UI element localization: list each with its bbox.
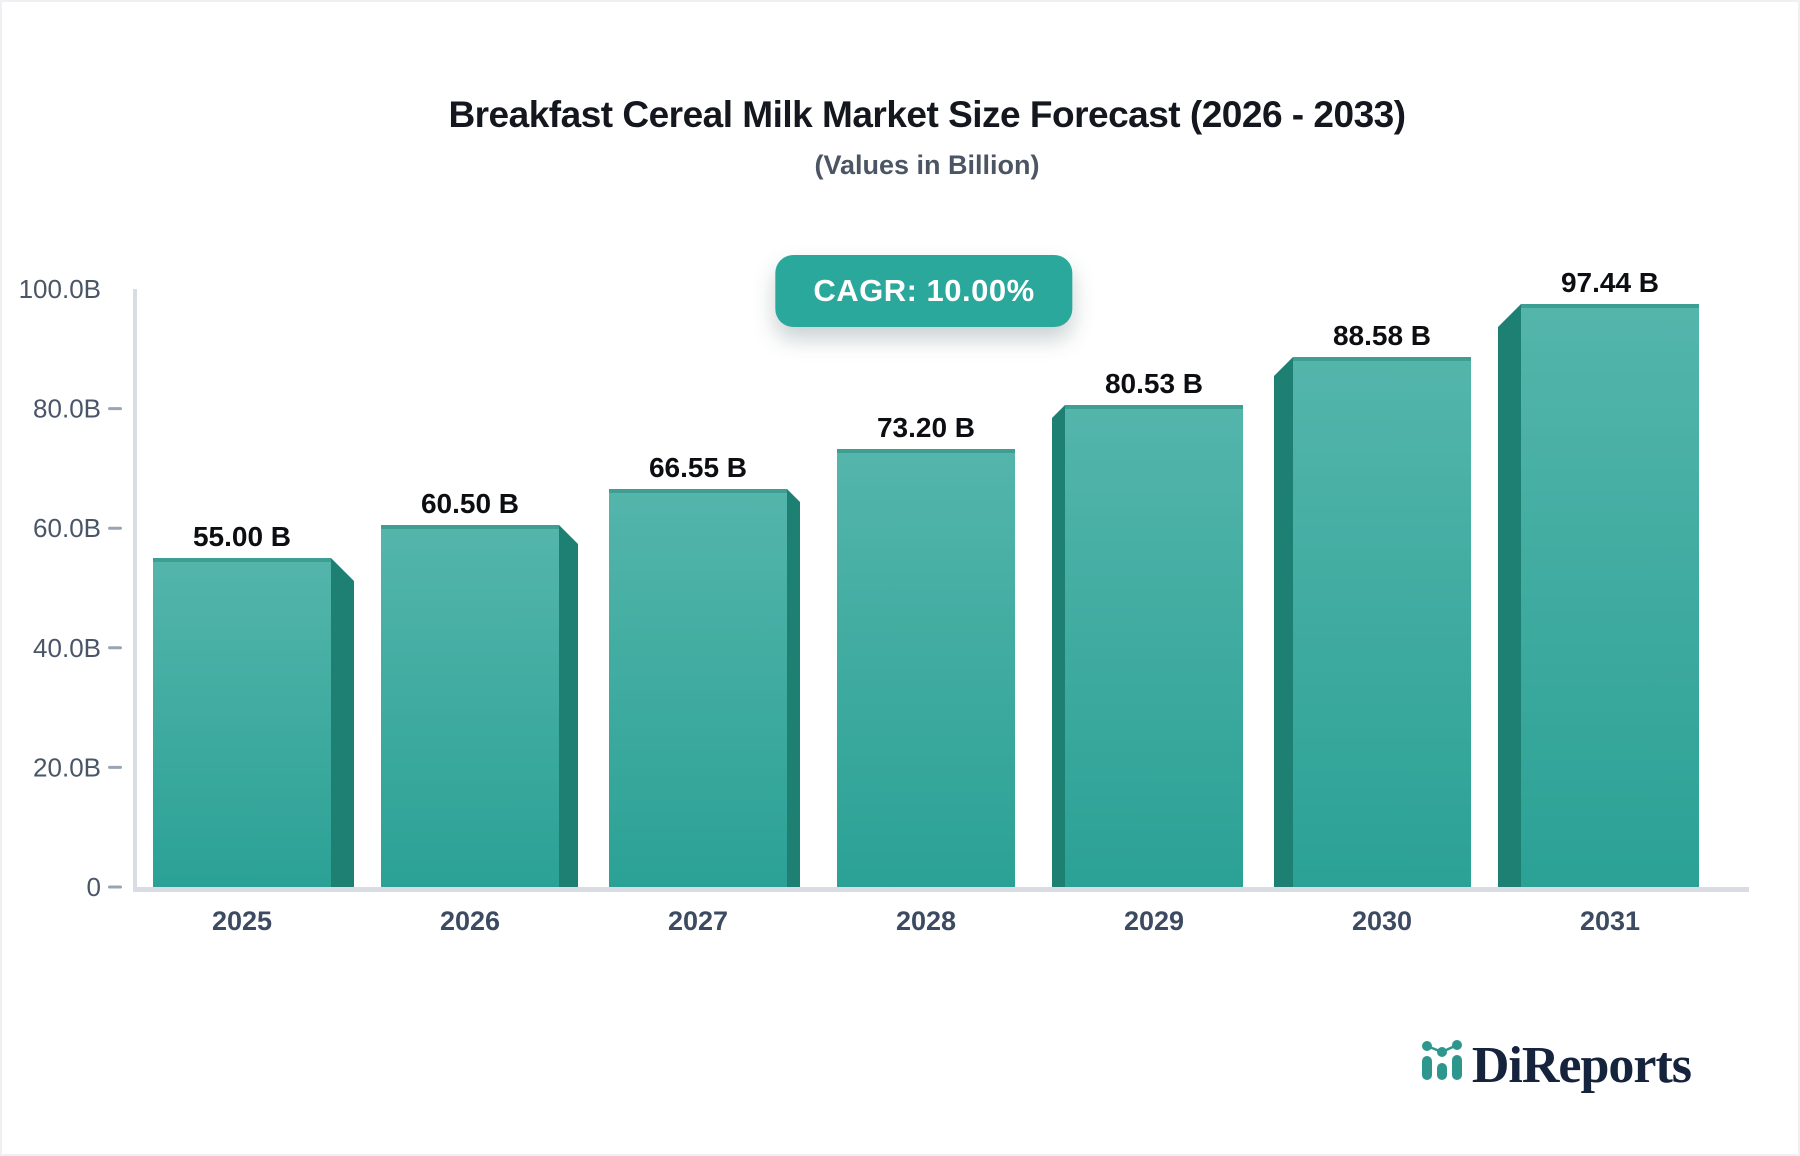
bar-value-label: 80.53 B: [1105, 368, 1203, 399]
cagr-badge-label: CAGR: 10.00%: [813, 273, 1035, 308]
bar-top-edge: [153, 558, 331, 562]
cagr-badge: CAGR: 10.00%: [775, 255, 1073, 327]
brand-logo: DiReports: [1419, 1037, 1692, 1094]
y-tick-mark: [108, 885, 122, 889]
bar-top-edge: [1521, 304, 1699, 308]
x-tick-label: 2026: [440, 906, 500, 936]
bar-2026: [381, 525, 559, 888]
bar-value-label: 97.44 B: [1561, 267, 1659, 298]
bar-side-face: [331, 558, 354, 887]
y-tick-label: 60.0B: [33, 513, 101, 543]
bar-2025: [153, 558, 331, 888]
y-tick-label: 20.0B: [33, 752, 101, 782]
bar-value-label: 55.00 B: [193, 521, 291, 552]
y-tick-label: 40.0B: [33, 633, 101, 663]
x-tick-label: 2027: [668, 906, 728, 936]
bar-2029: [1065, 405, 1243, 888]
x-tick-label: 2030: [1352, 906, 1412, 936]
bar-top-edge: [837, 449, 1015, 453]
bar-2027: [609, 489, 787, 888]
y-tick-label: 100.0B: [19, 274, 101, 304]
x-tick-label: 2031: [1580, 906, 1640, 936]
bar-value-label: 73.20 B: [877, 412, 975, 443]
bar-side-face: [559, 525, 578, 887]
x-tick-label: 2028: [896, 906, 956, 936]
x-tick-label: 2025: [212, 906, 272, 936]
y-tick-mark: [108, 407, 122, 411]
logo-text: DiReports: [1471, 1037, 1692, 1094]
bar-2031: [1521, 304, 1699, 888]
bar-value-label: 66.55 B: [649, 452, 747, 483]
bar-side-face: [1498, 304, 1521, 887]
bar-2030: [1293, 357, 1471, 888]
chart-title: Breakfast Cereal Milk Market Size Foreca…: [448, 94, 1406, 135]
bar-top-edge: [1065, 405, 1243, 409]
y-tick-mark: [108, 765, 122, 769]
y-tick-mark: [108, 526, 122, 530]
y-tick-label: 80.0B: [33, 394, 101, 424]
bar-side-face: [1052, 405, 1065, 887]
bar-2028: [837, 449, 1015, 888]
chart-subtitle: (Values in Billion): [814, 150, 1040, 180]
y-tick-label: 0: [87, 872, 101, 902]
bar-top-edge: [609, 489, 787, 493]
bar-value-label: 60.50 B: [421, 488, 519, 519]
y-axis-line: [133, 289, 137, 892]
bar-value-label: 88.58 B: [1333, 320, 1431, 351]
chart-header: Breakfast Cereal Milk Market Size Foreca…: [27, 2, 1798, 181]
bar-side-face: [787, 489, 800, 887]
bar-top-edge: [381, 525, 559, 529]
x-tick-label: 2029: [1124, 906, 1184, 936]
y-tick-mark: [108, 646, 122, 650]
bar-side-face: [1274, 357, 1293, 887]
logo-chart-icon: [1421, 1040, 1462, 1080]
bar-top-edge: [1293, 357, 1471, 361]
x-axis-line: [133, 887, 1749, 892]
